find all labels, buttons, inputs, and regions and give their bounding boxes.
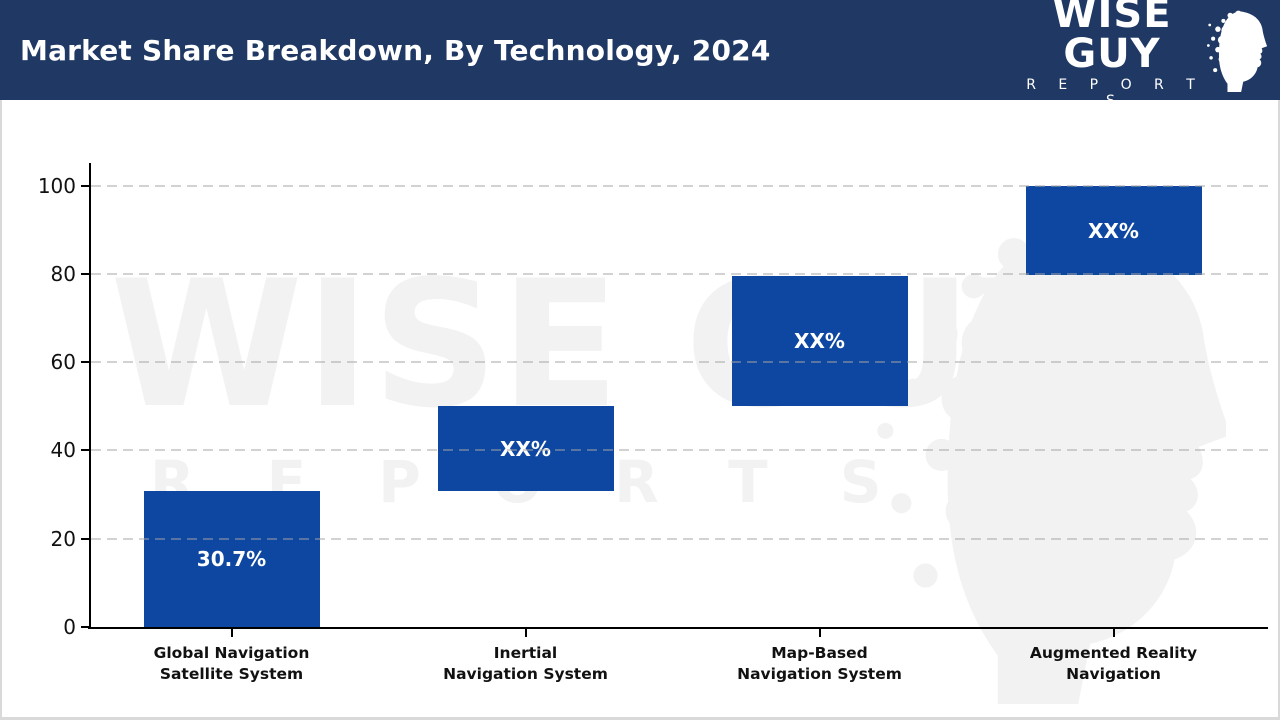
gridlines-layer xyxy=(2,100,1278,717)
brand-logo-text: WISE GUY R E P O R T S xyxy=(1018,0,1206,109)
gridline-80 xyxy=(91,272,1268,275)
y-tick-label-60: 60 xyxy=(50,350,76,375)
y-tick-mark-60 xyxy=(81,361,89,364)
bar-value-label: 30.7% xyxy=(196,547,267,572)
y-axis-line xyxy=(89,163,91,629)
gridline-60 xyxy=(91,361,1268,364)
bar-segment: XX% xyxy=(731,276,908,407)
y-tick-mark-80 xyxy=(81,272,89,275)
bar-value-label: XX% xyxy=(500,436,551,461)
x-category-label: Global Navigation Satellite System xyxy=(153,644,310,683)
bar-value-label: XX% xyxy=(1088,218,1139,243)
x-category-label: Augmented Reality Navigation xyxy=(1029,644,1198,683)
bar-segment: XX% xyxy=(437,406,614,492)
brand-logo: WISE GUY R E P O R T S xyxy=(1018,0,1268,109)
x-tick-mark xyxy=(524,629,527,637)
brand-name: WISE GUY xyxy=(1052,0,1172,77)
y-tick-mark-20 xyxy=(81,537,89,540)
y-tick-label-20: 20 xyxy=(50,526,76,551)
y-tick-label-40: 40 xyxy=(50,438,76,463)
bar-segment: XX% xyxy=(1025,186,1202,276)
bar-value-label: XX% xyxy=(794,329,845,354)
bar-segment: 30.7% xyxy=(143,491,320,627)
gridline-20 xyxy=(91,537,1268,540)
y-tick-label-100: 100 xyxy=(37,173,76,198)
header-bar: Market Share Breakdown, By Technology, 2… xyxy=(0,0,1280,109)
gridline-40 xyxy=(91,449,1268,452)
x-tick-mark xyxy=(230,629,233,637)
bars-layer: 30.7% XX% XX% XX% xyxy=(2,100,1278,717)
x-category-label: Inertial Navigation System xyxy=(443,644,608,683)
dotted-head-icon xyxy=(1206,10,1268,92)
axes-layer: 0 20 40 60 80 100 Global Navigation Satellite S… xyxy=(2,100,1278,717)
chart-area: WISE GUY REPORTS 30.7%XX%XX%XX% 02040608… xyxy=(0,100,1280,720)
gridline-100 xyxy=(91,184,1268,187)
x-tick-mark xyxy=(818,629,821,637)
y-tick-mark-0 xyxy=(81,626,89,628)
x-tick-mark xyxy=(1112,629,1115,637)
y-tick-mark-100 xyxy=(81,184,89,187)
x-category-label: Map-Based Navigation System xyxy=(737,644,902,683)
y-tick-label-80: 80 xyxy=(50,261,76,286)
y-tick-mark-40 xyxy=(81,449,89,452)
y-tick-label-0: 0 xyxy=(63,615,76,639)
x-axis-line xyxy=(88,627,1268,629)
page-title: Market Share Breakdown, By Technology, 2… xyxy=(20,33,771,67)
